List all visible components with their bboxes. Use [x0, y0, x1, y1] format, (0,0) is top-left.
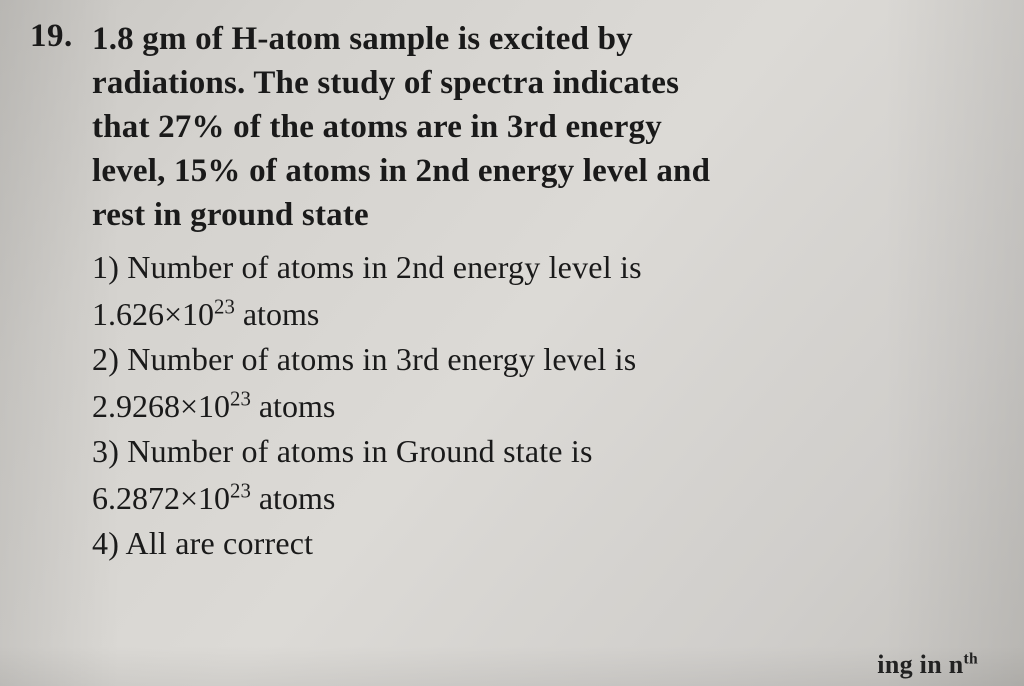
- stem-line: that 27% of the atoms are in 3rd energy: [92, 109, 662, 145]
- sci-mantissa: 1.626×10: [92, 296, 214, 332]
- stem-line: rest in ground state: [92, 197, 369, 233]
- sci-exponent: 23: [230, 479, 251, 502]
- question-stem: 1.8 gm of H-atom sample is excited by ra…: [92, 18, 964, 237]
- question-row: 19. 1.8 gm of H-atom sample is excited b…: [30, 18, 964, 567]
- fragment-text: ing in n: [877, 650, 963, 679]
- question-body: 1.8 gm of H-atom sample is excited by ra…: [92, 18, 964, 567]
- sci-unit: atoms: [251, 480, 335, 516]
- fragment-sup: th: [964, 650, 978, 667]
- option-3-value: 6.2872×1023 atoms: [92, 475, 964, 521]
- option-3: 3) Number of atoms in Ground state is: [92, 431, 964, 473]
- sci-unit: atoms: [235, 296, 319, 332]
- option-lead: 2): [92, 341, 127, 377]
- option-1: 1) Number of atoms in 2nd energy level i…: [92, 247, 964, 289]
- option-text: All are correct: [126, 525, 314, 561]
- option-text: Number of atoms in 2nd energy level is: [127, 249, 641, 285]
- sci-mantissa: 2.9268×10: [92, 388, 230, 424]
- question-number: 19.: [30, 18, 92, 55]
- question-block: 19. 1.8 gm of H-atom sample is excited b…: [0, 0, 1024, 567]
- sci-mantissa: 6.2872×10: [92, 480, 230, 516]
- option-1-value: 1.626×1023 atoms: [92, 291, 964, 337]
- option-4: 4) All are correct: [92, 523, 964, 565]
- stem-line: level, 15% of atoms in 2nd energy level …: [92, 153, 710, 189]
- option-text: Number of atoms in 3rd energy level is: [127, 341, 636, 377]
- option-lead: 3): [92, 433, 127, 469]
- stem-line: 1.8 gm of H-atom sample is excited by: [92, 21, 633, 57]
- option-text: Number of atoms in Ground state is: [127, 433, 592, 469]
- option-lead: 1): [92, 249, 127, 285]
- page-vignette-bottom: [0, 646, 1024, 686]
- cutoff-fragment: ing in nth: [877, 650, 978, 680]
- stem-line: radiations. The study of spectra indicat…: [92, 65, 679, 101]
- sci-unit: atoms: [251, 388, 335, 424]
- sci-exponent: 23: [214, 295, 235, 318]
- option-lead: 4): [92, 525, 126, 561]
- option-2-value: 2.9268×1023 atoms: [92, 383, 964, 429]
- sci-exponent: 23: [230, 387, 251, 410]
- options-list: 1) Number of atoms in 2nd energy level i…: [92, 247, 964, 565]
- option-2: 2) Number of atoms in 3rd energy level i…: [92, 339, 964, 381]
